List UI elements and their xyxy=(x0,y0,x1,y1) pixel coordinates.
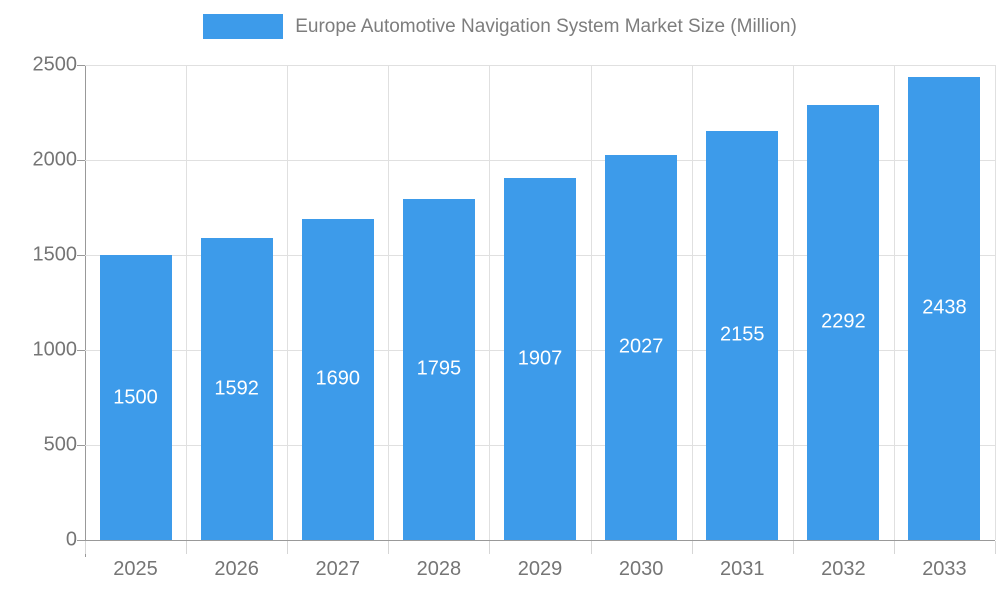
y-axis-tick-label: 500 xyxy=(43,433,77,456)
gridline-vertical xyxy=(287,65,289,540)
y-axis-tick xyxy=(77,255,85,256)
x-axis-tick xyxy=(691,541,693,554)
gridline-vertical xyxy=(590,65,592,540)
y-axis-tick-label: 0 xyxy=(65,528,77,551)
y-axis-tick xyxy=(77,350,85,351)
bar-value-label: 2155 xyxy=(719,323,765,346)
y-axis-line xyxy=(85,65,86,557)
bar xyxy=(706,130,779,540)
gridline-vertical xyxy=(388,65,390,540)
x-axis-tick xyxy=(186,541,188,554)
gridline-vertical xyxy=(893,65,895,540)
gridline-vertical xyxy=(792,65,794,540)
bar-value-label: 1795 xyxy=(416,357,462,380)
bar xyxy=(301,218,374,540)
x-axis-tick-label: 2032 xyxy=(821,558,866,580)
y-axis-tick xyxy=(77,65,85,66)
x-axis-tick-label: 2033 xyxy=(922,558,967,580)
x-axis-tick-label: 2026 xyxy=(214,558,259,580)
bar-value-label: 2027 xyxy=(618,335,664,358)
x-axis-tick xyxy=(995,541,996,554)
bar-value-label: 1907 xyxy=(517,347,563,370)
x-axis-tick-label: 2028 xyxy=(416,558,462,580)
bar xyxy=(807,104,880,540)
x-axis-line xyxy=(85,540,995,541)
gridline-vertical xyxy=(995,65,996,540)
x-axis-tick-label: 2031 xyxy=(719,558,765,580)
x-axis-tick xyxy=(893,541,895,554)
x-axis-tick-label: 2029 xyxy=(517,558,563,580)
y-axis-tick-label: 2000 xyxy=(32,148,78,171)
bar-value-label: 2438 xyxy=(922,296,967,319)
bar xyxy=(200,237,273,540)
bar xyxy=(605,154,678,540)
y-axis-tick xyxy=(77,160,85,161)
y-axis-tick xyxy=(77,445,85,446)
legend-swatch xyxy=(203,14,284,39)
y-axis-tick-label: 2500 xyxy=(32,53,78,76)
y-axis-tick xyxy=(77,540,85,541)
bar xyxy=(402,198,475,540)
x-axis-tick xyxy=(489,541,491,554)
y-axis-tick-label: 1000 xyxy=(32,338,78,361)
bar-value-label: 1690 xyxy=(315,367,361,390)
x-axis-tick xyxy=(792,541,794,554)
x-axis-tick xyxy=(388,541,390,554)
gridline-horizontal xyxy=(85,65,995,66)
bar-value-label: 1592 xyxy=(214,377,259,400)
gridline-horizontal xyxy=(85,160,995,161)
bar xyxy=(504,177,576,540)
x-axis-tick xyxy=(287,541,289,554)
x-axis-tick xyxy=(85,541,86,554)
x-axis-tick-label: 2025 xyxy=(113,558,158,580)
x-axis-tick-label: 2027 xyxy=(315,558,361,580)
x-axis-tick-label: 2030 xyxy=(618,558,664,580)
bar xyxy=(99,255,172,540)
gridline-vertical xyxy=(186,65,188,540)
plot-area: 1500 1592 1690 1795 1907 2027 2155 2292 2438 xyxy=(85,65,996,540)
bar xyxy=(908,76,981,540)
bar-value-label: 2292 xyxy=(821,310,866,333)
bar-value-label: 1500 xyxy=(113,386,158,408)
y-axis-tick-label: 1500 xyxy=(32,243,78,266)
chart-legend[interactable]: Europe Automotive Navigation System Mark… xyxy=(0,14,1000,39)
gridline-vertical xyxy=(489,65,491,540)
gridline-vertical xyxy=(691,65,693,540)
legend-label: Europe Automotive Navigation System Mark… xyxy=(295,16,797,37)
x-axis-tick xyxy=(590,541,592,554)
